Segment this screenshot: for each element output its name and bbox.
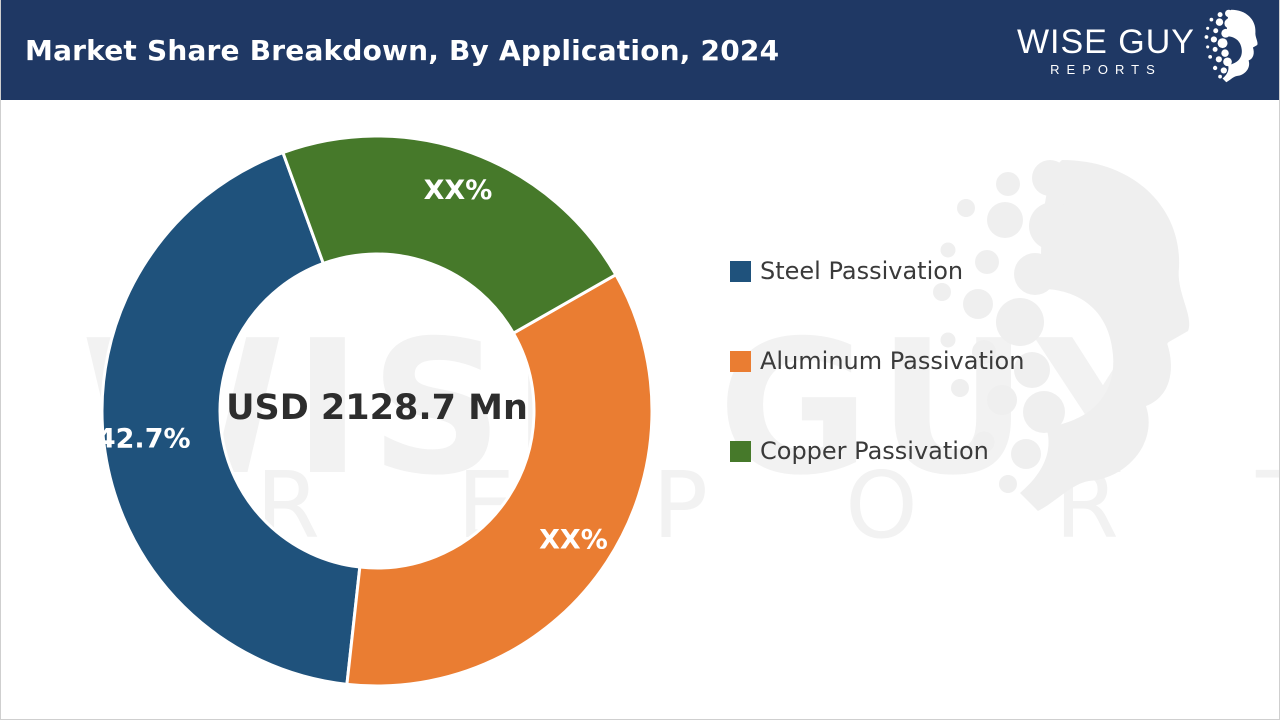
segment-pct-label-1: XX% [539, 524, 608, 555]
donut-chart: 42.7% XX% XX% [97, 134, 654, 688]
wise-guy-face-icon [1204, 9, 1258, 83]
brand-logo: WISE GUY REPORTS [1017, 8, 1261, 92]
donut-segment-2 [281, 134, 618, 336]
chart-area: WISE GUY R E P O R T S 42.7%XX%XX% USD 2… [1, 100, 1279, 719]
legend-swatch-steel [730, 260, 751, 282]
legend-swatch-copper [730, 440, 751, 462]
legend-label-steel: Steel Passivation [760, 257, 964, 285]
legend-item-steel: Steel Passivation [730, 248, 1024, 294]
legend-label-aluminum: Aluminum Passivation [760, 347, 1025, 375]
donut-segment-0 [100, 150, 362, 687]
chart-legend: Steel Passivation Aluminum Passivation C… [730, 248, 1024, 474]
chart-center-value: USD 2128.7 Mn [226, 388, 528, 428]
donut-segment-1 [345, 272, 654, 688]
page-title: Market Share Breakdown, By Application, … [25, 33, 780, 67]
brand-name: WISE GUY [1016, 22, 1195, 61]
legend-swatch-aluminum [730, 350, 751, 372]
legend-item-aluminum: Aluminum Passivation [730, 338, 1024, 384]
segment-pct-label-0: 42.7% [99, 424, 191, 455]
watermark-face-icon [933, 160, 1190, 511]
header-bar: Market Share Breakdown, By Application, … [1, 0, 1279, 100]
brand-tagline: REPORTS [1050, 61, 1162, 77]
legend-label-copper: Copper Passivation [760, 437, 989, 465]
legend-item-copper: Copper Passivation [730, 428, 1024, 474]
segment-pct-label-2: XX% [424, 175, 493, 206]
donut-chart-container: 42.7% XX% XX% [97, 133, 655, 689]
